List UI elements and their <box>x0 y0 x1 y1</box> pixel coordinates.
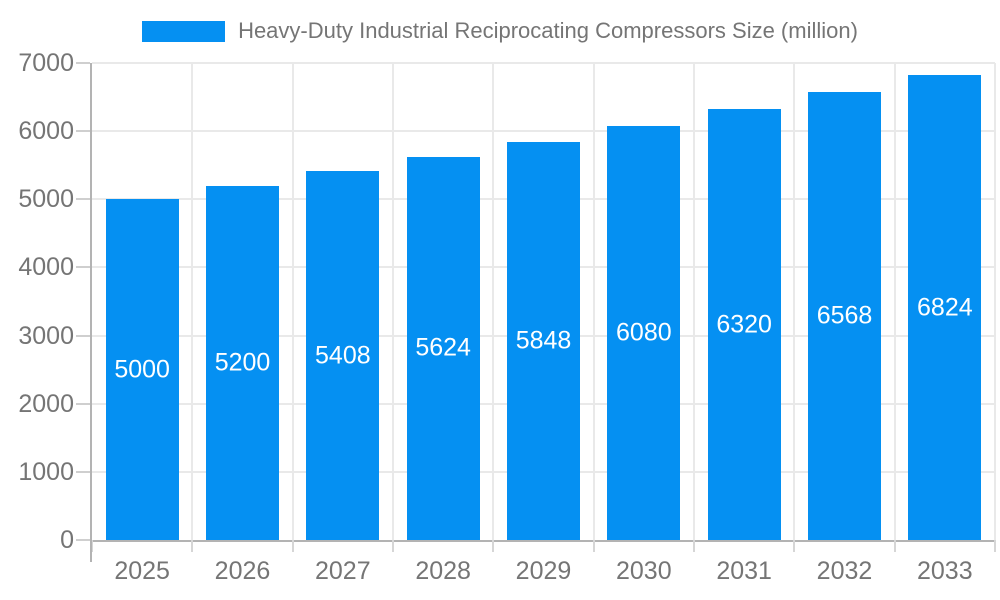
y-tick-mark <box>76 130 90 133</box>
x-tick-mark <box>693 540 695 552</box>
x-tick-label: 2029 <box>515 557 572 585</box>
y-tick-mark <box>76 266 90 269</box>
y-gridline <box>92 130 995 133</box>
bar-value-label: 5000 <box>114 355 170 384</box>
y-tick-label: 2000 <box>18 389 74 418</box>
x-tick-label: 2028 <box>415 557 471 585</box>
x-tick-mark <box>392 540 394 552</box>
y-tick-mark <box>76 334 90 337</box>
y-axis: 0 1000 2000 3000 4000 5000 6000 7000 <box>0 50 74 553</box>
bar-2025: 5000 <box>105 199 179 540</box>
y-tick-mark <box>76 198 90 201</box>
bar-2032: 6568 <box>808 92 881 540</box>
x-gridline <box>893 63 896 540</box>
x-gridline <box>291 63 294 540</box>
bar-2027: 5408 <box>306 171 380 540</box>
y-tick-label: 0 <box>60 526 74 554</box>
x-tick-mark <box>191 540 194 552</box>
bar-value-label: 6568 <box>816 301 873 330</box>
y-gridline <box>92 62 995 64</box>
bar-2028: 5624 <box>406 156 480 540</box>
x-gridline <box>191 63 194 540</box>
legend-marker-icon <box>142 20 226 42</box>
y-tick-label: 6000 <box>18 117 74 146</box>
chart-title: Heavy-Duty Industrial Reciprocating Comp… <box>238 18 858 43</box>
x-tick-mark <box>994 540 996 552</box>
bar-value-label: 6320 <box>716 310 772 339</box>
bar-value-label: 5408 <box>315 341 371 370</box>
x-tick-label: 2030 <box>616 557 672 585</box>
bar-2026: 5200 <box>206 185 279 540</box>
bar-value-label: 5624 <box>415 333 471 362</box>
x-gridline <box>693 63 695 540</box>
plot-area: 5000 5200 5408 5624 5848 6080 6320 6568 6824 <box>76 62 996 562</box>
y-tick-label: 7000 <box>18 49 74 77</box>
y-tick-label: 3000 <box>18 321 74 350</box>
x-tick-mark <box>592 540 595 552</box>
x-tick-label: 2032 <box>816 557 873 585</box>
x-tick-mark <box>91 540 93 552</box>
x-tick-label: 2027 <box>315 557 371 585</box>
x-gridline <box>392 63 394 540</box>
y-tick-mark <box>76 470 90 473</box>
x-gridline <box>592 63 595 540</box>
bar-2030: 6080 <box>607 125 681 540</box>
y-tick-mark <box>76 402 90 405</box>
x-tick-label: 2033 <box>917 557 973 585</box>
bar-value-label: 6824 <box>917 293 973 321</box>
bar-2031: 6320 <box>707 109 781 540</box>
y-tick-mark <box>76 62 90 64</box>
y-tick-label: 1000 <box>18 457 74 486</box>
bar-2029: 5848 <box>507 141 580 540</box>
y-tick-label: 4000 <box>18 253 74 282</box>
chart-legend[interactable]: Heavy-Duty Industrial Reciprocating Comp… <box>0 18 1000 44</box>
y-tick-label: 5000 <box>18 185 74 214</box>
x-tick-label: 2026 <box>214 557 271 585</box>
x-tick-mark <box>291 540 294 552</box>
bar-value-label: 5848 <box>515 326 572 355</box>
y-axis-extension <box>90 540 92 562</box>
x-tick-mark <box>492 540 495 552</box>
bar-value-label: 6080 <box>616 318 672 347</box>
x-tick-label: 2025 <box>114 557 170 585</box>
x-tick-mark <box>893 540 896 552</box>
x-gridline <box>994 63 996 540</box>
x-tick-label: 2031 <box>716 557 772 585</box>
bar-value-label: 5200 <box>214 348 271 377</box>
x-tick-mark <box>793 540 796 552</box>
y-tick-mark <box>76 539 90 541</box>
bar-2033: 6824 <box>908 75 982 540</box>
x-gridline <box>793 63 796 540</box>
x-axis: 2025 2026 2027 2028 2029 2030 2031 2032 2033 <box>92 557 995 589</box>
x-gridline <box>492 63 495 540</box>
